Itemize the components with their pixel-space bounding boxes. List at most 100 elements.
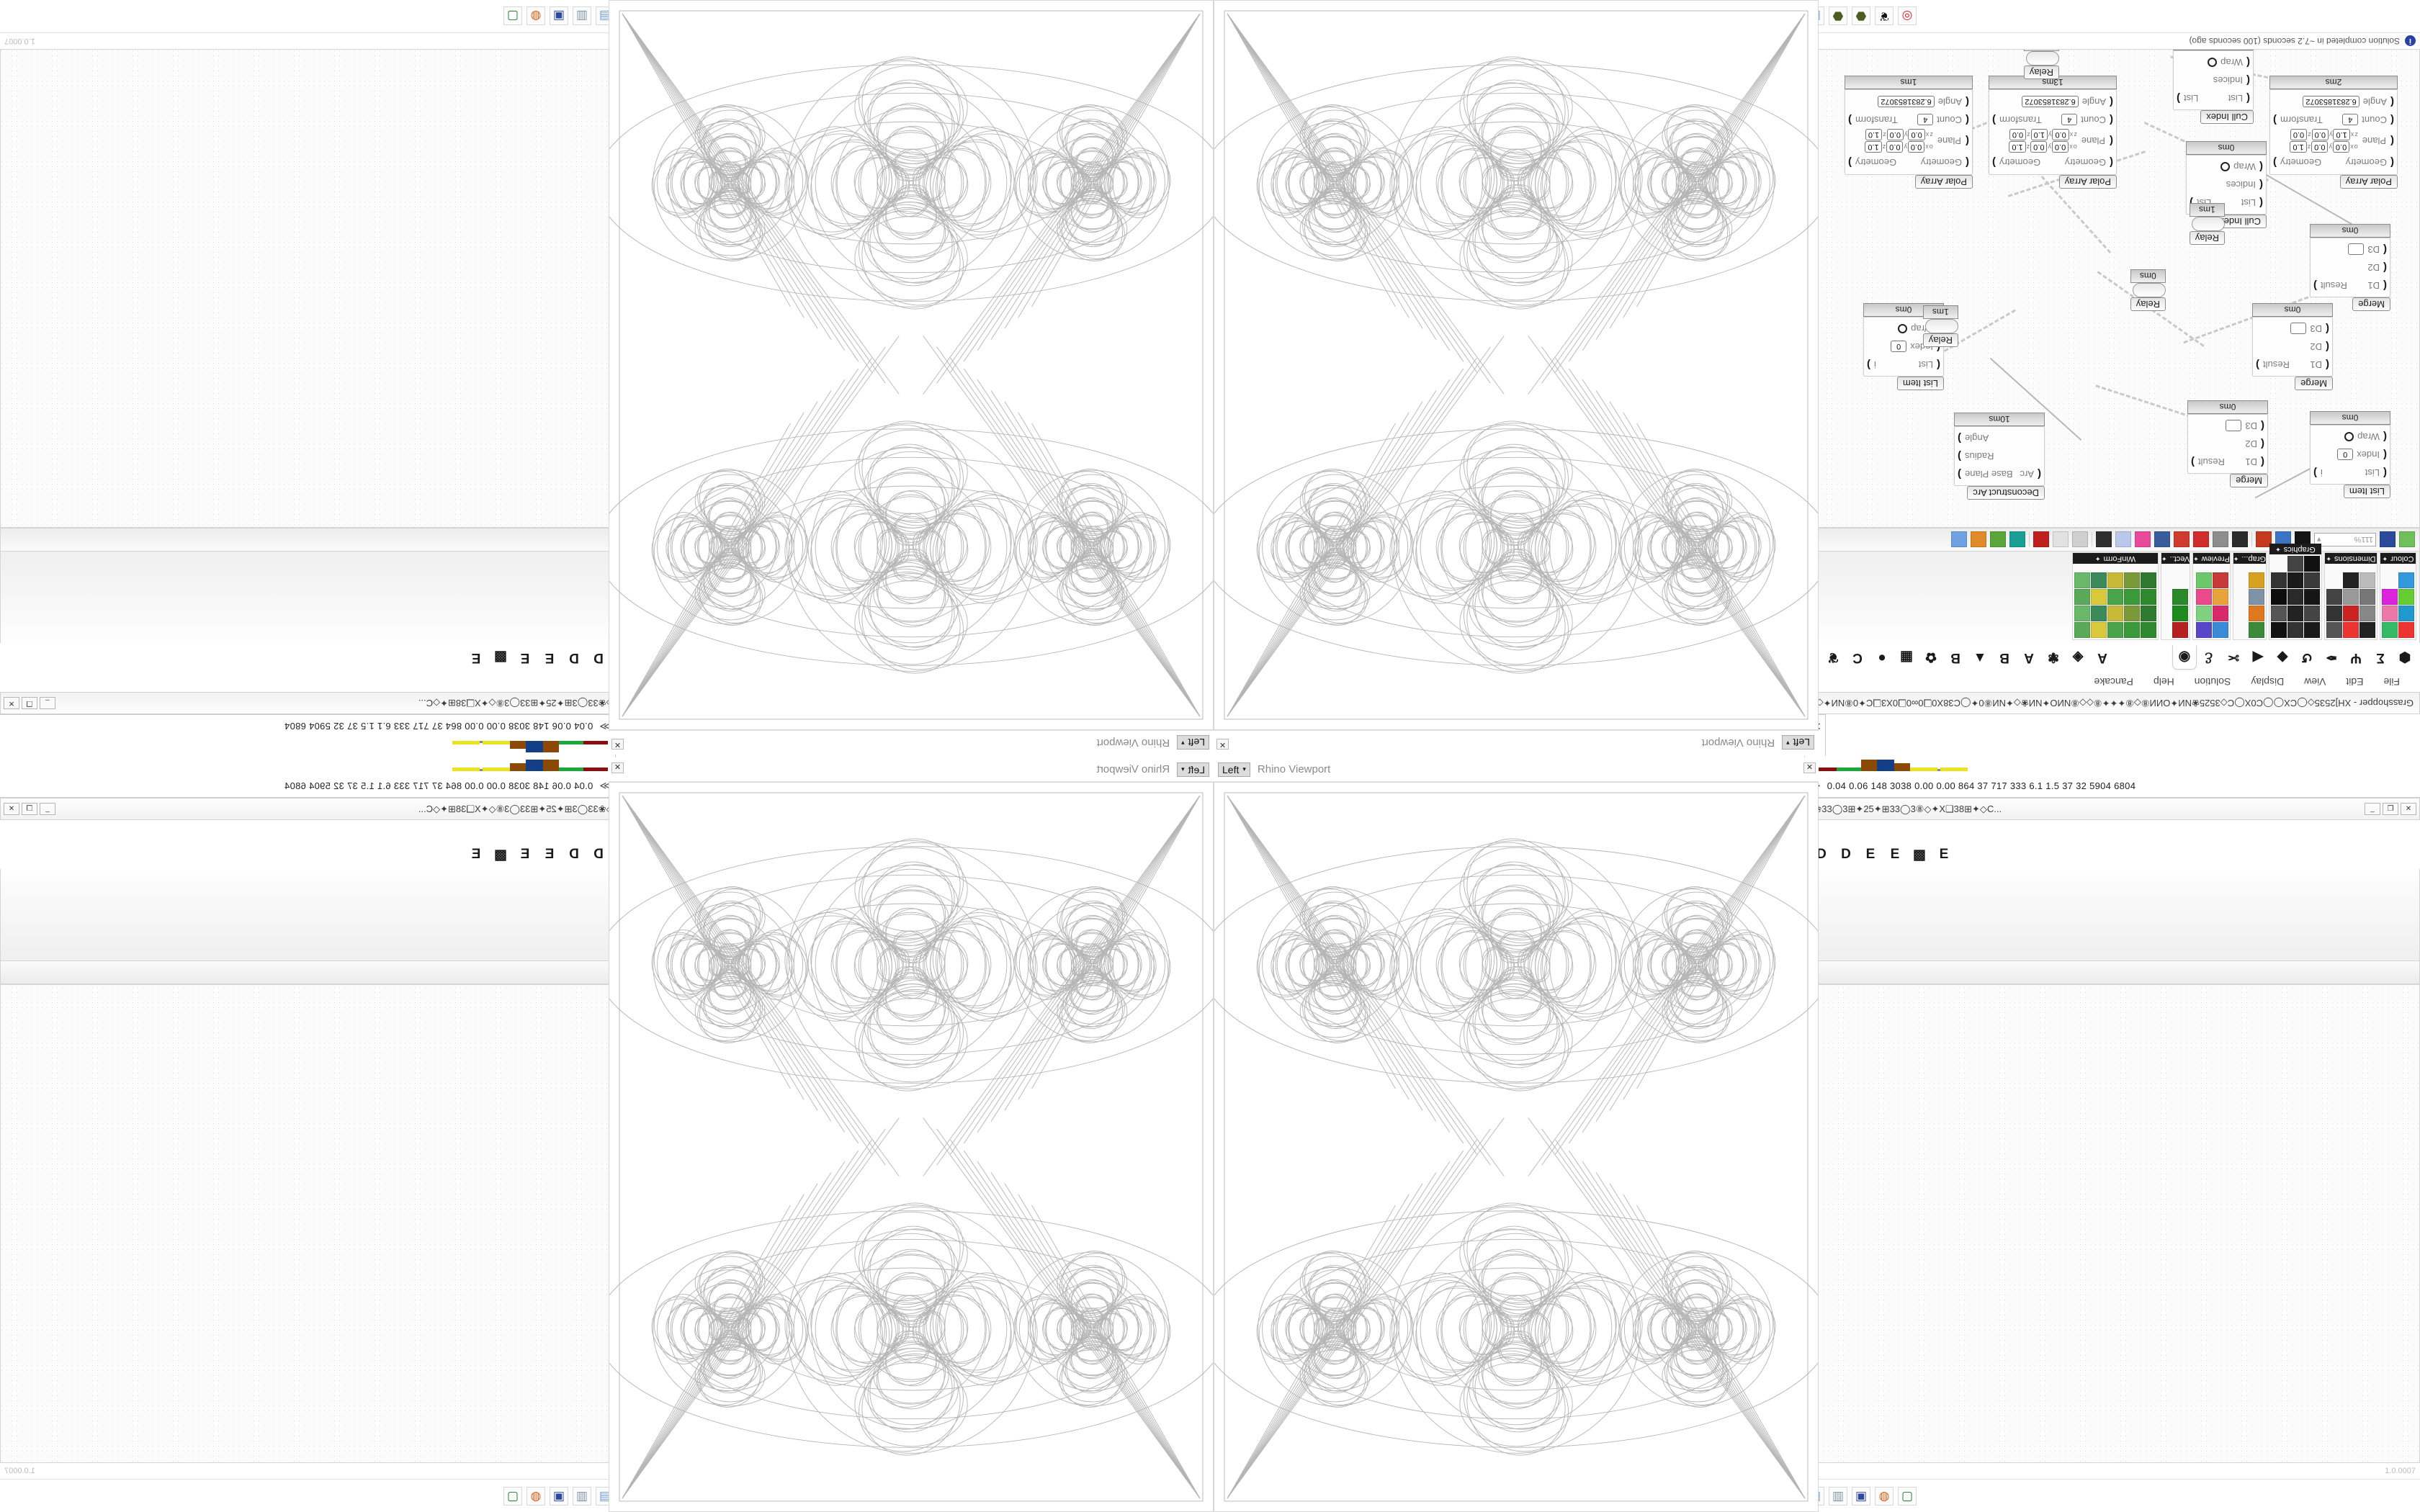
ribbon-component-icon[interactable] <box>2074 572 2091 588</box>
input-port[interactable]: ( <box>2261 456 2264 468</box>
plane-o-z-value[interactable]: 1.0 <box>1865 141 1882 153</box>
ribbon-component-icon[interactable] <box>2343 589 2359 605</box>
plane-z-y-value[interactable]: 0.0 <box>1886 129 1904 141</box>
viewport-geometry-canvas[interactable] <box>1214 782 1819 1512</box>
ribbon-category-14[interactable]: E <box>544 847 555 862</box>
viewport-geometry-canvas[interactable] <box>1214 0 1819 730</box>
plane-o-y-value[interactable]: 0.0 <box>2311 141 2329 153</box>
output-port[interactable]: ) <box>1992 156 1996 168</box>
ribbon-category-13[interactable]: D <box>569 847 579 862</box>
boolean-toggle[interactable] <box>2208 58 2218 67</box>
ribbon-component-icon[interactable] <box>2343 622 2359 638</box>
ribbon-category-15[interactable]: E <box>520 650 530 665</box>
plane-o-z-value[interactable]: 1.0 <box>2290 141 2307 153</box>
ribbon-component-icon[interactable] <box>2249 572 2264 588</box>
tab-group-label[interactable]: Vect..✦ <box>2161 553 2190 564</box>
shaded-icon[interactable] <box>2072 531 2088 548</box>
menu-item-help[interactable]: Help <box>2153 676 2174 688</box>
taskbar-killer-icon[interactable]: ❦ <box>1875 6 1894 26</box>
ribbon-left-icon-5[interactable]: ◆ <box>2277 649 2288 665</box>
ribbon-category-15[interactable]: E <box>1890 847 1900 862</box>
ribbon-category-11[interactable]: ❦ <box>1827 649 1839 665</box>
viewport-geometry-canvas[interactable] <box>609 0 1214 730</box>
ribbon-category-17[interactable]: E <box>471 650 481 665</box>
taskbar-grasshopper-icon[interactable]: ⬣ <box>1829 6 1847 26</box>
menu-item-solution[interactable]: Solution <box>2194 676 2231 688</box>
viewport-view-dropdown[interactable]: Left ▾ <box>1177 735 1209 750</box>
close-button[interactable]: ✕ <box>2401 803 2416 815</box>
input-port[interactable]: ( <box>2259 197 2263 209</box>
ribbon-component-icon[interactable] <box>2304 556 2320 572</box>
output-port[interactable]: ) <box>2273 156 2277 168</box>
ribbon-component-icon[interactable] <box>2398 589 2414 605</box>
ribbon-category-17[interactable]: E <box>471 847 481 862</box>
ribbon-category-16[interactable]: ▩ <box>494 847 507 863</box>
maximize-button[interactable]: ❐ <box>22 697 37 709</box>
ribbon-component-icon[interactable] <box>2326 622 2342 638</box>
menu-item-pancake[interactable]: Pancake <box>2094 676 2133 688</box>
ribbon-category-6[interactable]: B <box>1950 650 1960 665</box>
input-port[interactable]: ( <box>1937 359 1940 371</box>
input-port[interactable]: ( <box>2383 261 2387 274</box>
ribbon-component-icon[interactable] <box>2382 589 2398 605</box>
taskbar-rhino-icon[interactable]: ◎ <box>1898 6 1917 26</box>
taskbar-firefox-icon[interactable]: ◍ <box>526 1486 545 1506</box>
plane-o-x-value[interactable]: 0.0 <box>2332 141 2350 153</box>
menu-item-file[interactable]: File <box>2383 676 2400 688</box>
cluster-icon[interactable] <box>2232 531 2248 548</box>
input-port[interactable]: ( <box>1966 96 1969 108</box>
ribbon-category-2[interactable]: ✾ <box>2048 649 2059 665</box>
ribbon-component-icon[interactable] <box>2343 572 2359 588</box>
angle-value[interactable]: 6.2831853072 <box>2022 96 2079 108</box>
ribbon-component-icon[interactable] <box>2212 606 2228 621</box>
help-icon[interactable] <box>2135 531 2151 548</box>
tab-group-label[interactable]: Dimensions✦ <box>2325 553 2377 564</box>
relay-node[interactable] <box>2133 283 2166 297</box>
output-port[interactable]: ) <box>1958 432 1961 444</box>
ribbon-component-icon[interactable] <box>2271 589 2287 605</box>
ribbon-left-icon-3[interactable]: ✒ <box>2326 649 2337 665</box>
plane-z-z-value[interactable]: 1.0 <box>1865 129 1883 141</box>
ribbon-component-icon[interactable] <box>2141 572 2157 588</box>
component-body[interactable] <box>2130 283 2166 297</box>
ribbon-category-9[interactable]: ● <box>1878 650 1886 665</box>
profiler-icon[interactable] <box>2213 531 2228 548</box>
viewport-close-button[interactable]: ✕ <box>1216 739 1229 750</box>
output-port[interactable]: ) <box>2313 467 2317 479</box>
ribbon-component-icon[interactable] <box>2141 589 2157 605</box>
chevron-down-icon[interactable]: ▾ <box>1786 739 1790 747</box>
taskbar-save-icon[interactable]: ▣ <box>550 1486 568 1506</box>
output-port[interactable]: ) <box>2313 279 2317 292</box>
input-port[interactable]: ( <box>2383 431 2387 443</box>
ribbon-category-13[interactable]: D <box>1841 847 1851 862</box>
expand-icon[interactable]: ✦ <box>2382 555 2388 562</box>
input-port[interactable]: ( <box>1966 114 1969 126</box>
taskbar-document-icon[interactable]: ▥ <box>1829 1486 1847 1506</box>
ribbon-component-icon[interactable] <box>2172 589 2189 605</box>
empty-input[interactable] <box>2290 323 2307 335</box>
mesh-orange-icon[interactable] <box>1971 531 1986 548</box>
ribbon-component-icon[interactable] <box>2326 589 2342 605</box>
ribbon-component-icon[interactable] <box>2271 572 2287 588</box>
ribbon-component-icon[interactable] <box>2249 589 2264 605</box>
save-icon[interactable] <box>2380 531 2396 548</box>
taskbar-grasshopper-icon[interactable]: ⬣ <box>1852 6 1870 26</box>
viewport-close-button[interactable]: ✕ <box>1803 762 1816 773</box>
ribbon-component-icon[interactable] <box>2249 606 2264 621</box>
ribbon-component-icon[interactable] <box>2398 572 2414 588</box>
ribbon-component-icon[interactable] <box>2304 622 2320 638</box>
input-port[interactable]: ( <box>2390 156 2394 168</box>
plane-o-x-value[interactable]: 0.0 <box>2051 141 2069 153</box>
close-button[interactable]: ✕ <box>4 697 19 709</box>
taskbar-document-icon[interactable]: ▥ <box>573 1486 591 1506</box>
input-port[interactable]: ( <box>2383 467 2387 479</box>
menu-item-view[interactable]: View <box>2304 676 2326 688</box>
input-port[interactable]: ( <box>2261 438 2264 450</box>
ribbon-left-icon-8[interactable]: ℰ <box>2205 649 2213 665</box>
